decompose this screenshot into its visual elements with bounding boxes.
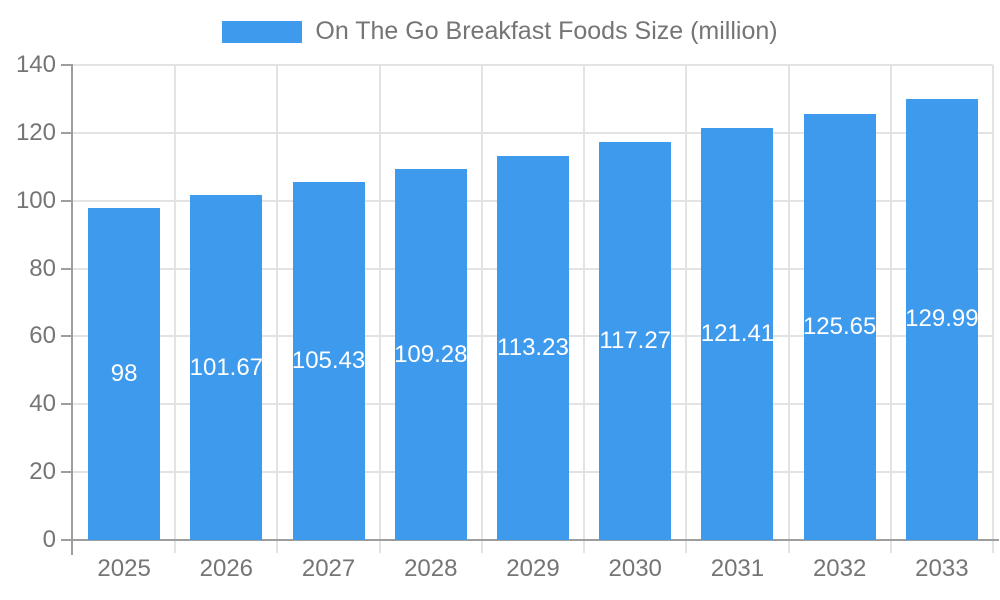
bar-2027[interactable] [292,182,365,540]
bar-2028[interactable] [394,169,467,540]
bar-value-label: 105.43 [291,347,366,375]
y-axis-label: 120 [15,118,56,146]
bar-value-label: 98 [110,359,138,387]
y-axis-label: 100 [15,186,56,214]
x-axis-label: 2026 [199,555,254,582]
bar-2033[interactable] [905,98,978,540]
bar-2030[interactable] [599,142,672,540]
y-axis-label: 60 [29,322,56,350]
y-axis-tick [61,403,73,406]
y-axis-tick [61,199,73,202]
bar-value-label: 117.27 [599,327,672,355]
legend-label: On The Go Breakfast Foods Size (million) [315,17,778,45]
x-axis-label: 2029 [506,555,560,582]
gridline-vertical [992,65,994,553]
y-axis-tick [61,64,73,66]
y-axis-tick [61,267,73,270]
x-axis-line [71,539,999,541]
x-axis-label: 2028 [404,555,458,582]
bar-value-label: 113.23 [497,333,569,361]
bar-value-label: 125.65 [802,312,877,340]
y-axis-label: 80 [29,254,56,282]
chart-legend[interactable]: On The Go Breakfast Foods Size (million) [0,17,1000,46]
gridline-vertical [889,65,892,553]
x-axis-label: 2031 [710,555,765,582]
gridline-horizontal [73,64,993,66]
bar-2031[interactable] [701,128,774,540]
y-axis-tick [61,539,73,541]
bar-2025[interactable] [88,207,161,540]
x-axis-label: 2032 [812,555,867,582]
x-axis-label: 2025 [97,555,151,582]
x-axis-label: 2027 [301,555,356,582]
y-axis-label: 40 [29,390,56,418]
y-axis-label: 0 [42,526,56,553]
x-axis-label: 2033 [915,555,969,582]
y-axis-tick [61,471,73,474]
y-axis-tick [61,335,73,338]
legend-swatch-icon [222,20,303,43]
bar-2026[interactable] [190,195,263,540]
bar-value-label: 109.28 [394,340,468,368]
y-axis-label: 20 [29,458,56,486]
gridline-vertical [174,65,177,553]
bar-value-label: 129.99 [905,305,979,333]
y-axis-line [71,65,73,555]
y-axis-label: 140 [15,51,56,78]
bar-value-label: 121.41 [700,320,775,348]
gridline-vertical [480,65,483,553]
gridline-vertical [787,65,790,553]
bar-2029[interactable] [497,155,569,540]
x-axis-label: 2030 [608,555,662,582]
bar-value-label: 101.67 [189,353,264,381]
gridline-vertical [685,65,688,553]
bar-2032[interactable] [803,113,876,540]
gridline-horizontal [73,131,993,134]
gridline-vertical [276,65,279,553]
gridline-vertical [378,65,381,553]
gridline-vertical [583,65,586,553]
y-axis-tick [61,131,73,134]
